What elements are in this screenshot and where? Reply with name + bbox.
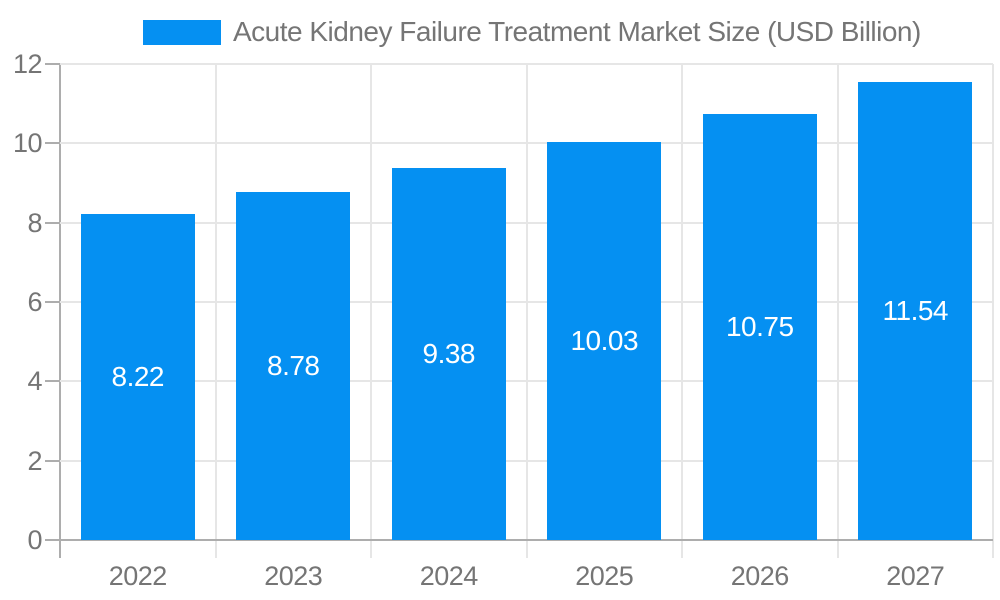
y-axis-tick-label: 2: [27, 445, 42, 476]
x-axis-tick-label: 2024: [419, 561, 479, 591]
vertical-gridline: [214, 64, 217, 558]
y-axis-tick: [45, 459, 60, 462]
bar-2022[interactable]: [80, 213, 195, 540]
bar-2025[interactable]: [547, 142, 662, 540]
y-axis-tick-label: 0: [27, 525, 42, 555]
y-axis-tick-label: 4: [27, 366, 42, 397]
vertical-gridline: [836, 64, 839, 558]
vertical-gridline: [525, 64, 528, 558]
vertical-gridline: [681, 64, 683, 558]
y-axis-tick: [45, 301, 60, 303]
x-axis-tick-label: 2023: [264, 561, 323, 591]
bar-value-label: 8.22: [111, 360, 165, 392]
x-axis-tick-label: 2027: [886, 561, 945, 591]
bar-value-label: 8.78: [267, 349, 320, 381]
legend-series-label: Acute Kidney Failure Treatment Market Si…: [233, 16, 921, 47]
vertical-gridline: [992, 64, 994, 558]
x-axis-baseline: [60, 539, 993, 541]
horizontal-gridline: [60, 459, 993, 462]
y-axis-tick-label: 12: [12, 49, 43, 79]
bar-2026[interactable]: [702, 113, 817, 540]
bar-value-label: 10.03: [570, 325, 639, 357]
bar-value-label: 11.54: [882, 295, 949, 327]
y-axis-tick-label: 6: [27, 287, 42, 317]
y-axis-tick: [45, 380, 60, 383]
x-axis-tick-label: 2025: [575, 561, 634, 591]
y-axis-line: [59, 64, 61, 558]
horizontal-gridline: [60, 221, 993, 224]
bar-value-label: 10.75: [725, 310, 794, 342]
y-axis-tick: [45, 221, 60, 224]
y-axis-tick: [45, 142, 60, 145]
bar-2024[interactable]: [391, 167, 506, 540]
y-axis-tick: [45, 539, 60, 541]
y-axis-tick-label: 8: [27, 207, 42, 238]
y-axis-tick-label: 10: [12, 128, 43, 159]
bar-value-label: 9.38: [422, 337, 476, 369]
legend-color-swatch: [143, 19, 221, 45]
y-axis-tick: [45, 63, 60, 65]
horizontal-gridline: [60, 142, 993, 145]
vertical-gridline: [370, 64, 372, 558]
horizontal-gridline: [60, 301, 993, 303]
bar-2027[interactable]: [858, 82, 973, 540]
x-axis-tick-label: 2022: [108, 561, 168, 591]
chart-legend: Acute Kidney Failure Treatment Market Si…: [143, 16, 921, 47]
x-axis-tick-label: 2026: [730, 561, 790, 591]
bar-2023[interactable]: [236, 191, 351, 540]
horizontal-gridline: [60, 380, 993, 383]
horizontal-gridline: [60, 63, 993, 65]
